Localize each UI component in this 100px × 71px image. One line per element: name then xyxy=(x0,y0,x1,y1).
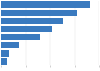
Bar xyxy=(1,10,77,16)
Bar xyxy=(1,1,90,8)
Bar xyxy=(1,18,64,24)
Bar xyxy=(1,42,19,48)
Bar xyxy=(1,50,9,57)
Bar xyxy=(1,58,7,65)
Bar xyxy=(1,26,52,32)
Bar xyxy=(1,34,40,40)
